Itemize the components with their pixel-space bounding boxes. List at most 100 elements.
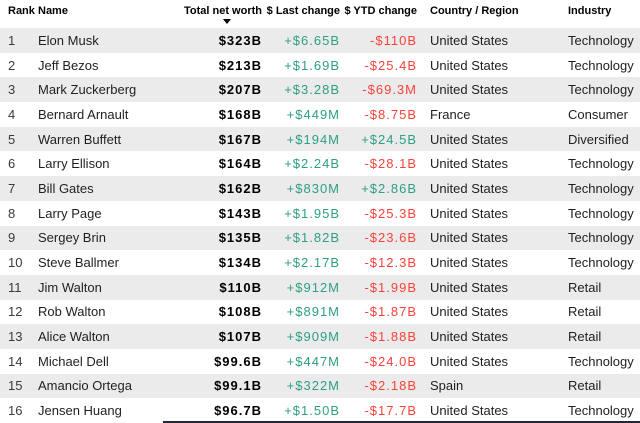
name-cell: Jim Walton <box>38 279 102 295</box>
name-cell: Warren Buffett <box>38 131 122 147</box>
net-worth-cell: $99.6B <box>214 353 262 369</box>
net-worth-cell: $99.1B <box>214 378 262 394</box>
industry-cell: Technology <box>568 32 634 48</box>
table-row[interactable]: 13 Alice Walton $107B +$909M -$1.88B Uni… <box>0 324 640 349</box>
last-change-cell: +$447M <box>286 353 340 369</box>
net-worth-cell: $162B <box>218 180 262 196</box>
sort-desc-icon <box>223 19 231 24</box>
name-cell: Alice Walton <box>38 329 110 345</box>
column-header-rank[interactable]: Rank <box>8 5 35 17</box>
country-cell: United States <box>430 156 509 172</box>
table-row[interactable]: 3 Mark Zuckerberg $207B +$3.28B -$69.3M … <box>0 77 640 103</box>
country-cell: France <box>430 106 471 122</box>
net-worth-cell: $164B <box>218 156 262 172</box>
net-worth-cell: $323B <box>218 32 262 48</box>
rank-cell: 9 <box>8 230 16 246</box>
table-row[interactable]: 6 Larry Ellison $164B +$2.24B -$28.1B Un… <box>0 151 640 176</box>
name-cell: Sergey Brin <box>38 230 106 246</box>
table-body: 1 Elon Musk $323B +$6.65B -$110B United … <box>0 28 640 423</box>
table-row[interactable]: 1 Elon Musk $323B +$6.65B -$110B United … <box>0 28 640 53</box>
country-cell: United States <box>430 57 509 73</box>
net-worth-cell: $207B <box>218 82 262 98</box>
ytd-change-cell: -$8.75B <box>364 106 417 122</box>
industry-cell: Retail <box>568 304 602 320</box>
country-cell: United States <box>430 230 509 246</box>
table-row[interactable]: 7 Bill Gates $162B +$830M +$2.86B United… <box>0 176 640 201</box>
ytd-change-cell: -$24.0B <box>364 353 417 369</box>
industry-cell: Technology <box>568 353 634 369</box>
table-row[interactable]: 5 Warren Buffett $167B +$194M +$24.5B Un… <box>0 126 640 152</box>
column-header-net-worth-label: Total net worth <box>183 5 262 17</box>
rank-cell: 16 <box>8 403 23 419</box>
net-worth-cell: $96.7B <box>214 403 262 419</box>
industry-cell: Retail <box>568 378 602 394</box>
ytd-change-cell: -$25.4B <box>364 57 417 73</box>
name-cell: Larry Ellison <box>38 156 110 172</box>
table-row[interactable]: 11 Jim Walton $110B +$912M -$1.99B Unite… <box>0 274 640 300</box>
rank-cell: 10 <box>8 255 23 271</box>
industry-cell: Technology <box>568 403 634 419</box>
ytd-change-cell: -$2.18B <box>364 378 417 394</box>
last-change-cell: +$909M <box>286 329 340 345</box>
rank-cell: 1 <box>8 32 16 48</box>
column-header-industry[interactable]: Industry <box>568 5 612 17</box>
industry-cell: Technology <box>568 230 634 246</box>
name-cell: Steve Ballmer <box>38 255 119 271</box>
country-cell: United States <box>430 131 509 147</box>
country-cell: United States <box>430 205 509 221</box>
country-cell: Spain <box>430 378 464 394</box>
name-cell: Michael Dell <box>38 353 109 369</box>
industry-cell: Consumer <box>568 106 628 122</box>
table-row[interactable]: 4 Bernard Arnault $168B +$449M -$8.75B F… <box>0 102 640 127</box>
table-header: Rank Name Total net worth $ Last change … <box>0 0 640 28</box>
table-row[interactable]: 15 Amancio Ortega $99.1B +$322M -$2.18B … <box>0 373 640 399</box>
ytd-change-cell: -$69.3M <box>362 82 417 98</box>
last-change-cell: +$194M <box>286 131 340 147</box>
country-cell: United States <box>430 353 509 369</box>
net-worth-cell: $167B <box>218 131 262 147</box>
net-worth-cell: $134B <box>218 255 262 271</box>
industry-cell: Diversified <box>568 131 629 147</box>
ytd-change-cell: -$28.1B <box>364 156 417 172</box>
name-cell: Jensen Huang <box>38 403 122 419</box>
ytd-change-cell: -$1.87B <box>364 304 417 320</box>
ytd-change-cell: -$25.3B <box>364 205 417 221</box>
industry-cell: Technology <box>568 205 634 221</box>
last-change-cell: +$1.50B <box>284 403 340 419</box>
column-header-ytd-change[interactable]: $ YTD change <box>344 5 417 17</box>
ytd-change-cell: +$2.86B <box>361 180 417 196</box>
table-row[interactable]: 2 Jeff Bezos $213B +$1.69B -$25.4B Unite… <box>0 53 640 78</box>
column-header-country[interactable]: Country / Region <box>430 5 519 17</box>
column-header-last-change[interactable]: $ Last change <box>266 5 340 17</box>
table-row[interactable]: 9 Sergey Brin $135B +$1.82B -$23.6B Unit… <box>0 225 640 251</box>
name-cell: Rob Walton <box>38 304 106 320</box>
rank-cell: 15 <box>8 378 23 394</box>
table-row[interactable]: 8 Larry Page $143B +$1.95B -$25.3B Unite… <box>0 201 640 226</box>
last-change-cell: +$891M <box>286 304 340 320</box>
rank-cell: 12 <box>8 304 23 320</box>
name-cell: Bill Gates <box>38 180 94 196</box>
industry-cell: Retail <box>568 279 602 295</box>
ytd-change-cell: -$110B <box>370 32 417 48</box>
table-row[interactable]: 10 Steve Ballmer $134B +$2.17B -$12.3B U… <box>0 250 640 275</box>
table-row[interactable]: 16 Jensen Huang $96.7B +$1.50B -$17.7B U… <box>0 398 640 423</box>
column-header-name[interactable]: Name <box>38 5 68 17</box>
country-cell: United States <box>430 255 509 271</box>
net-worth-cell: $213B <box>218 57 262 73</box>
table-row[interactable]: 14 Michael Dell $99.6B +$447M -$24.0B Un… <box>0 349 640 374</box>
ytd-change-cell: -$12.3B <box>364 255 417 271</box>
ytd-change-cell: -$1.99B <box>364 279 417 295</box>
industry-cell: Technology <box>568 57 634 73</box>
last-change-cell: +$2.17B <box>284 255 340 271</box>
rank-cell: 11 <box>8 279 22 295</box>
column-header-net-worth[interactable]: Total net worth <box>162 0 262 24</box>
rank-cell: 7 <box>8 180 16 196</box>
ytd-change-cell: -$17.7B <box>364 403 417 419</box>
table-row[interactable]: 12 Rob Walton $108B +$891M -$1.87B Unite… <box>0 300 640 325</box>
country-cell: United States <box>430 403 509 419</box>
rank-cell: 5 <box>8 131 16 147</box>
rank-cell: 2 <box>8 57 16 73</box>
name-cell: Bernard Arnault <box>38 106 129 122</box>
last-change-cell: +$322M <box>286 378 340 394</box>
